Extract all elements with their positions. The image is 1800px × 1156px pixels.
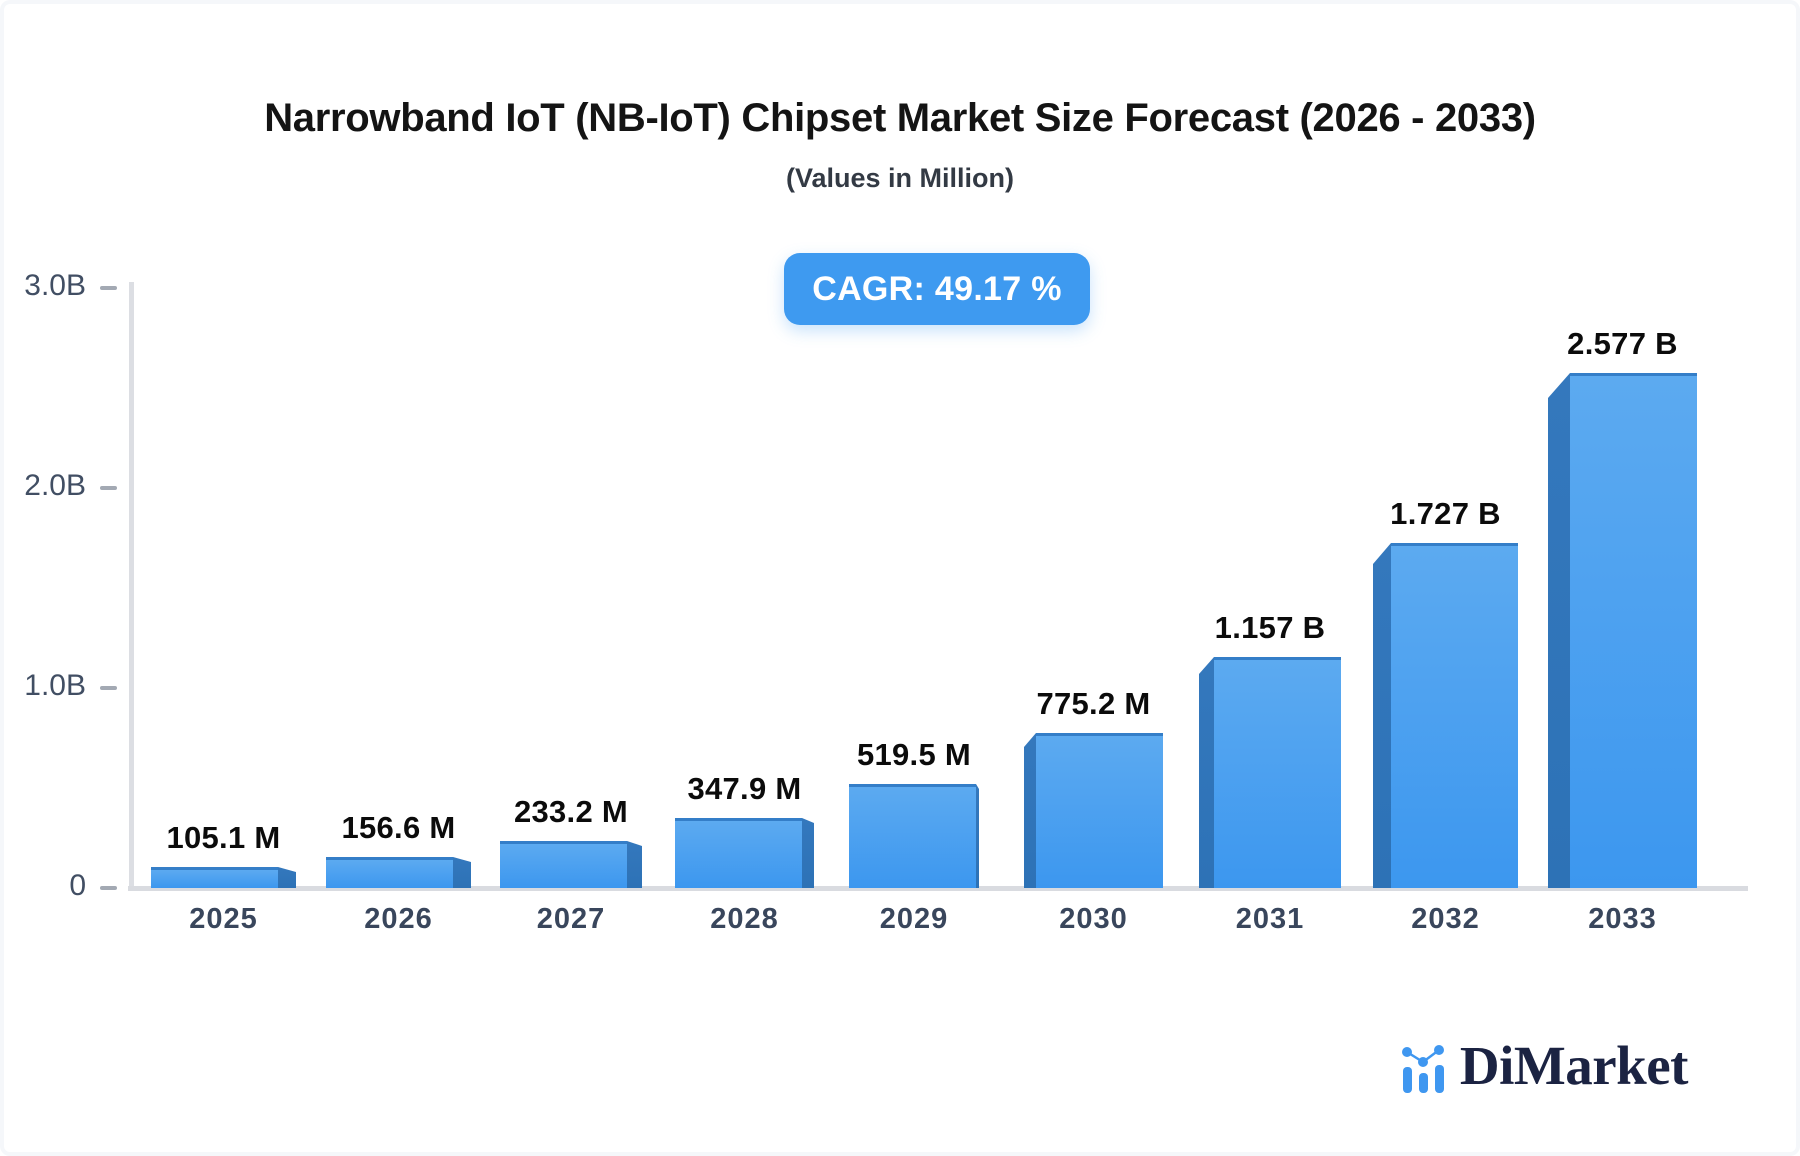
x-axis-label: 2030 <box>1059 903 1128 935</box>
bar-side-face <box>627 841 642 888</box>
bar-2026 <box>326 857 471 888</box>
y-tick-dash <box>100 886 117 890</box>
bar-front-face <box>1036 733 1163 888</box>
bar-side-face <box>453 857 471 888</box>
bar-2025 <box>151 867 296 888</box>
bar-value-label: 105.1 M <box>166 820 281 855</box>
bar-side-face <box>278 867 296 888</box>
bar-front-face <box>1214 657 1341 888</box>
bar-side-face <box>976 784 979 888</box>
chart-subtitle: (Values in Million) <box>785 163 1015 193</box>
bar-front-face <box>1570 373 1697 888</box>
bar-front-face <box>1391 543 1518 888</box>
x-axis-line <box>128 886 1748 891</box>
bar-2027 <box>500 841 642 888</box>
bar-2032 <box>1373 543 1518 888</box>
bar-side-face <box>1373 543 1391 888</box>
bar-value-label: 775.2 M <box>1036 686 1151 721</box>
bar-2029 <box>849 784 979 888</box>
x-axis-label: 2027 <box>536 903 606 935</box>
bar-2030 <box>1024 733 1163 888</box>
brand-logo-text: DiMarket <box>1459 1035 1689 1096</box>
bar-value-label: 2.577 B <box>1567 326 1678 361</box>
x-axis-label: 2029 <box>879 903 949 935</box>
mini-bar-chart-icon <box>1401 1045 1444 1093</box>
bar-value-label: 519.5 M <box>856 737 972 772</box>
bar-front-face <box>849 784 976 888</box>
bar-front-face <box>151 867 278 888</box>
y-tick-dash <box>100 486 117 490</box>
bar-value-label: 233.2 M <box>513 794 629 829</box>
x-axis-label: 2028 <box>710 903 779 935</box>
chart-title: Narrowband IoT (NB-IoT) Chipset Market S… <box>264 96 1536 140</box>
cagr-badge-label: CAGR: 49.17 % <box>812 269 1062 308</box>
x-axis-label: 2032 <box>1411 903 1480 935</box>
bar-value-label: 1.727 B <box>1390 496 1501 531</box>
bar-front-face <box>326 857 453 888</box>
x-axis-label: 2025 <box>189 903 258 935</box>
brand-logo: DiMarket <box>1401 1035 1689 1096</box>
bar-value-label: 347.9 M <box>687 771 802 806</box>
x-axis-label: 2026 <box>364 903 433 935</box>
bar-2031 <box>1199 657 1341 888</box>
y-tick-label: 3.0B <box>24 269 86 302</box>
bar-2033 <box>1548 373 1697 888</box>
bar-2028 <box>675 818 814 888</box>
y-tick-label: 0 <box>69 869 86 902</box>
bar-front-face <box>675 818 802 888</box>
y-tick-label: 2.0B <box>24 469 86 502</box>
bar-front-face <box>500 841 627 888</box>
bar-side-face <box>1199 657 1214 888</box>
bar-side-face <box>802 818 814 888</box>
bar-value-label: 156.6 M <box>341 810 456 845</box>
bar-value-label: 1.157 B <box>1214 610 1326 645</box>
cagr-badge: CAGR: 49.17 % <box>784 253 1090 325</box>
y-tick-dash <box>100 686 117 690</box>
bar-side-face <box>1548 373 1570 888</box>
y-axis-line <box>129 282 134 888</box>
y-tick-label: 1.0B <box>24 669 86 702</box>
bar-side-face <box>1024 733 1036 888</box>
x-axis-label: 2031 <box>1235 903 1305 935</box>
x-axis-label: 2033 <box>1588 903 1657 935</box>
y-tick-dash <box>100 286 117 290</box>
